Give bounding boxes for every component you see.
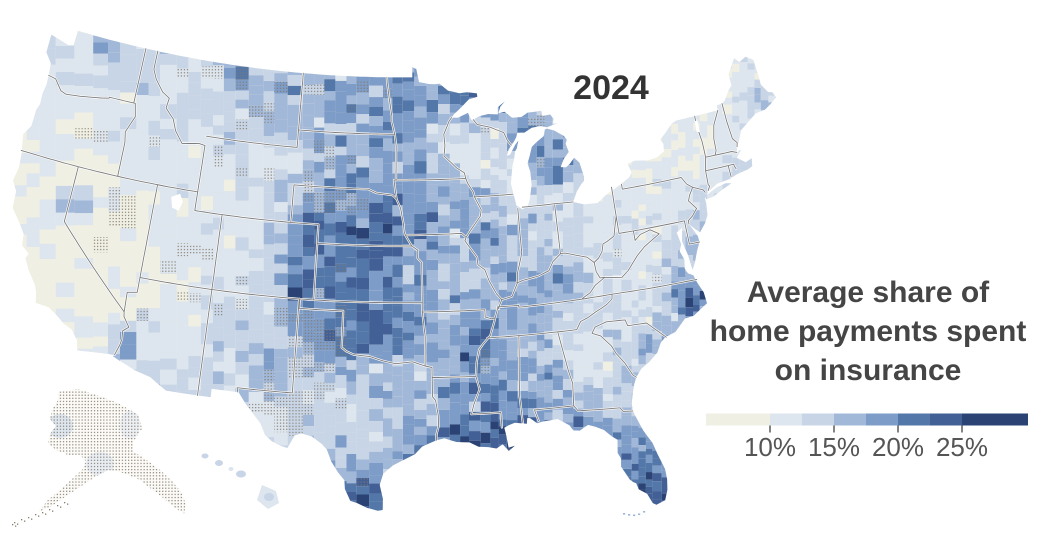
svg-text:Average share of: Average share of [747, 276, 990, 309]
svg-text:25%: 25% [936, 432, 988, 462]
svg-text:home payments spent: home payments spent [710, 315, 1027, 348]
svg-text:2024: 2024 [573, 69, 649, 107]
svg-text:10%: 10% [744, 432, 796, 462]
svg-text:on insurance: on insurance [775, 354, 962, 387]
svg-text:15%: 15% [808, 432, 860, 462]
svg-text:20%: 20% [872, 432, 924, 462]
